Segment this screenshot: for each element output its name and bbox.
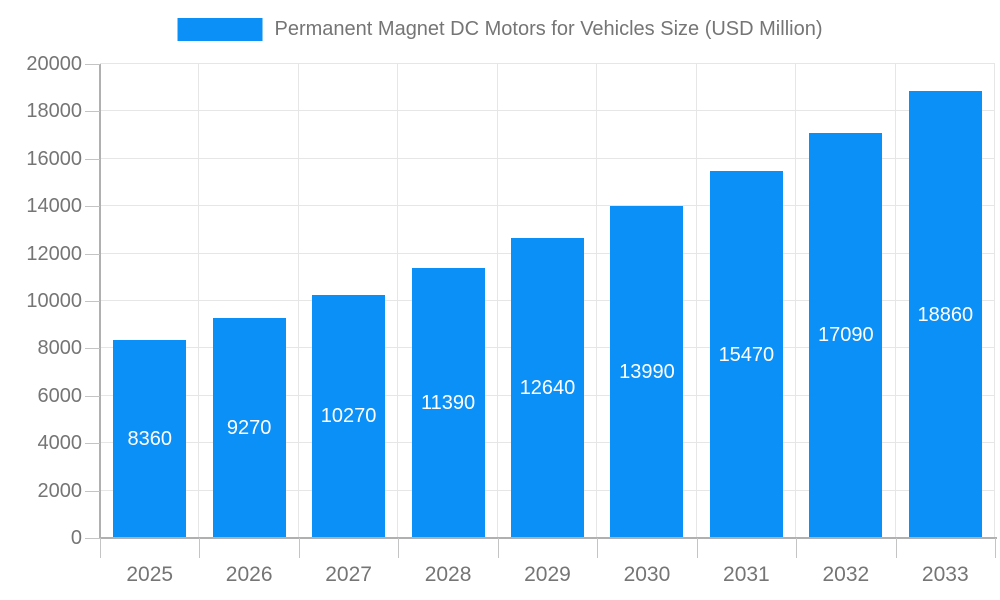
bar-value-label: 11390 [420, 392, 476, 415]
h-gridline [100, 205, 995, 207]
y-tick [85, 301, 100, 302]
y-axis-line [99, 64, 101, 538]
v-gridline [994, 64, 995, 538]
bar: 17090 [809, 132, 883, 538]
bar: 10270 [312, 294, 386, 538]
y-tick-label: 6000 [37, 385, 83, 407]
y-tick-label: 16000 [26, 148, 82, 170]
y-tick [85, 206, 100, 207]
v-gridline [497, 64, 498, 538]
y-tick [85, 396, 100, 397]
bar: 11390 [411, 268, 485, 538]
y-tick [85, 348, 100, 349]
y-tick [85, 443, 100, 444]
bar-value-label: 10270 [320, 405, 377, 428]
x-tick-label: 2031 [723, 563, 770, 586]
x-tick-label: 2033 [921, 563, 969, 586]
y-tick [85, 254, 100, 255]
v-gridline [298, 64, 299, 538]
v-gridline [895, 64, 896, 538]
legend-swatch [177, 18, 263, 41]
y-tick-label: 2000 [37, 480, 83, 502]
x-tick [896, 538, 897, 558]
bar: 15470 [709, 171, 783, 538]
v-gridline [198, 64, 199, 538]
y-tick-label: 10000 [26, 290, 82, 312]
x-tick-label: 2032 [822, 563, 870, 586]
bar-value-label: 13990 [619, 361, 675, 384]
y-tick-label: 12000 [26, 243, 82, 265]
y-tick [85, 111, 100, 112]
bar-value-label: 9270 [226, 417, 272, 440]
bar-value-label: 17090 [818, 324, 874, 347]
y-tick-label: 14000 [26, 195, 82, 217]
x-tick-label: 2026 [225, 563, 273, 586]
bar: 9270 [212, 318, 286, 538]
y-tick-label: 18000 [26, 100, 82, 122]
x-tick [100, 538, 101, 558]
plot-area: 8360 9270 10270 11390 12640 13990 15470 17090 18… [100, 63, 995, 538]
v-gridline [596, 64, 597, 538]
y-tick [85, 64, 100, 65]
h-gridline [100, 110, 995, 112]
bar-value-label: 18860 [917, 303, 974, 326]
bar: 13990 [610, 206, 684, 538]
h-gridline [100, 157, 995, 159]
bar-value-label: 12640 [519, 377, 576, 400]
x-tick [199, 538, 200, 558]
v-gridline [397, 64, 398, 538]
x-axis-line [99, 537, 997, 539]
x-tick [796, 538, 797, 558]
x-tick [697, 538, 698, 558]
y-tick-label: 0 [70, 527, 82, 549]
legend: Permanent Magnet DC Motors for Vehicles … [177, 18, 823, 41]
v-gridline [795, 64, 796, 538]
h-gridline [100, 63, 995, 64]
chart-title: Permanent Magnet DC Motors for Vehicles … [274, 18, 823, 40]
x-tick-label: 2028 [424, 563, 472, 586]
bar: 12640 [511, 238, 584, 538]
x-tick [398, 538, 399, 558]
x-tick-label: 2030 [623, 563, 671, 586]
y-tick-label: 8000 [37, 337, 83, 359]
bar: 8360 [113, 339, 187, 538]
y-tick-label: 4000 [37, 432, 83, 454]
v-gridline [696, 64, 697, 538]
y-tick [85, 491, 100, 492]
bar-value-label: 8360 [127, 427, 172, 450]
x-tick-label: 2027 [325, 563, 372, 586]
y-tick [85, 538, 100, 539]
y-tick-label: 20000 [26, 53, 82, 75]
x-tick [995, 538, 996, 558]
x-tick [498, 538, 499, 558]
x-tick-label: 2029 [524, 563, 571, 586]
bar: 18860 [908, 91, 982, 538]
y-tick [85, 159, 100, 160]
bar-value-label: 15470 [718, 343, 775, 366]
x-tick [597, 538, 598, 558]
x-tick-label: 2025 [126, 563, 174, 586]
x-tick [299, 538, 300, 558]
